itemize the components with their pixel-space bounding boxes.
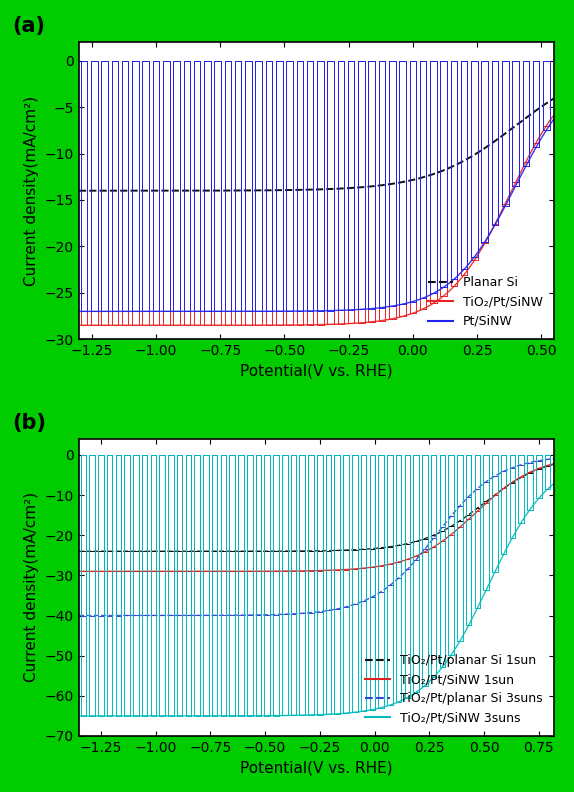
X-axis label: Potential(V vs. RHE): Potential(V vs. RHE): [240, 760, 393, 775]
Legend: Planar Si, TiO₂/Pt/SiNW, Pt/SiNW: Planar Si, TiO₂/Pt/SiNW, Pt/SiNW: [423, 272, 548, 333]
Text: (b): (b): [13, 413, 46, 433]
Text: (a): (a): [13, 17, 45, 36]
Y-axis label: Current density(mA/cm²): Current density(mA/cm²): [24, 493, 39, 683]
Legend: TiO₂/Pt/planar Si 1sun, TiO₂/Pt/SiNW 1sun, TiO₂/Pt/planar Si 3suns, TiO₂/Pt/SiNW: TiO₂/Pt/planar Si 1sun, TiO₂/Pt/SiNW 1su…: [360, 649, 548, 729]
X-axis label: Potential(V vs. RHE): Potential(V vs. RHE): [240, 364, 393, 379]
Y-axis label: Current density(mA/cm²): Current density(mA/cm²): [24, 96, 39, 286]
